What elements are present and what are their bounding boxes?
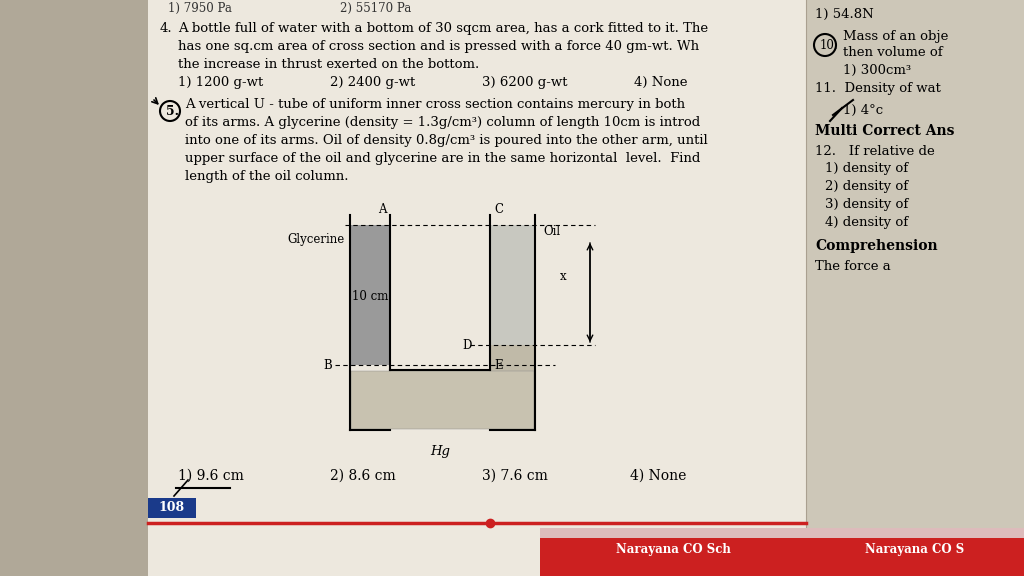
Bar: [351, 225, 389, 365]
Bar: [148, 0, 806, 576]
Text: A bottle full of water with a bottom of 30 sqcm area, has a cork fitted to it. T: A bottle full of water with a bottom of …: [178, 22, 709, 35]
Text: has one sq.cm area of cross section and is pressed with a force 40 gm-wt. Wh: has one sq.cm area of cross section and …: [178, 40, 699, 53]
Text: 10 cm: 10 cm: [352, 290, 388, 303]
Text: Comprehension: Comprehension: [815, 239, 938, 253]
Text: 1) 300cm³: 1) 300cm³: [843, 64, 911, 77]
Text: 4) density of: 4) density of: [825, 216, 908, 229]
Bar: [351, 371, 534, 429]
Text: 11.  Density of wat: 11. Density of wat: [815, 82, 941, 95]
Text: 4.: 4.: [160, 22, 173, 35]
Text: 5.: 5.: [166, 105, 179, 118]
Text: 3) 7.6 cm: 3) 7.6 cm: [482, 469, 548, 483]
Bar: [490, 345, 534, 371]
Text: 1) 4°c: 1) 4°c: [843, 104, 883, 117]
Text: Multi Correct Ans: Multi Correct Ans: [815, 124, 954, 138]
Bar: [0, 0, 148, 576]
Text: upper surface of the oil and glycerine are in the same horizontal  level.  Find: upper surface of the oil and glycerine a…: [185, 152, 700, 165]
Text: 1) 9.6 cm: 1) 9.6 cm: [178, 469, 244, 483]
Text: 2) density of: 2) density of: [825, 180, 908, 193]
Text: into one of its arms. Oil of density 0.8g/cm³ is poured into the other arm, unti: into one of its arms. Oil of density 0.8…: [185, 134, 708, 147]
Bar: [806, 0, 1024, 576]
Text: 2) 2400 g-wt: 2) 2400 g-wt: [330, 76, 416, 89]
Text: 3) density of: 3) density of: [825, 198, 908, 211]
Text: D: D: [463, 339, 472, 352]
Text: B: B: [324, 359, 332, 372]
Text: the increase in thrust exerted on the bottom.: the increase in thrust exerted on the bo…: [178, 58, 479, 71]
Text: The force a: The force a: [815, 260, 891, 273]
Text: 12.   If relative de: 12. If relative de: [815, 145, 935, 158]
Bar: [806, 528, 1024, 538]
Text: Narayana CO Sch: Narayana CO Sch: [615, 543, 730, 556]
Text: x: x: [560, 270, 566, 283]
Text: A: A: [378, 203, 386, 216]
Text: 1) 1200 g-wt: 1) 1200 g-wt: [178, 76, 263, 89]
Text: 4) None: 4) None: [634, 76, 687, 89]
Text: length of the oil column.: length of the oil column.: [185, 170, 348, 183]
Text: 2) 8.6 cm: 2) 8.6 cm: [330, 469, 395, 483]
Text: A vertical U - tube of uniform inner cross section contains mercury in both: A vertical U - tube of uniform inner cro…: [185, 98, 685, 111]
Bar: [148, 498, 196, 518]
Text: 2) 55170 Pa: 2) 55170 Pa: [340, 2, 412, 15]
Text: 108: 108: [159, 501, 185, 514]
Text: 1) 54.8N: 1) 54.8N: [815, 8, 873, 21]
Text: of its arms. A glycerine (density = 1.3g/cm³) column of length 10cm is introd: of its arms. A glycerine (density = 1.3g…: [185, 116, 700, 129]
Text: Glycerine: Glycerine: [288, 233, 345, 246]
Bar: [540, 528, 806, 576]
Text: 3) 6200 g-wt: 3) 6200 g-wt: [482, 76, 567, 89]
Text: 1) density of: 1) density of: [825, 162, 908, 175]
Bar: [806, 528, 1024, 576]
Text: 4) None: 4) None: [630, 469, 686, 483]
Text: Hg: Hg: [430, 445, 450, 458]
Text: Oil: Oil: [543, 225, 560, 238]
Text: Mass of an obje: Mass of an obje: [843, 30, 948, 43]
Text: E: E: [494, 359, 503, 372]
Bar: [490, 225, 534, 345]
Text: C: C: [494, 203, 503, 216]
Bar: [540, 528, 806, 538]
Bar: [351, 371, 534, 429]
Text: Narayana CO S: Narayana CO S: [865, 543, 965, 556]
Text: then volume of: then volume of: [843, 46, 943, 59]
Text: 10.: 10.: [820, 39, 839, 52]
Text: 1) 7950 Pa: 1) 7950 Pa: [168, 2, 231, 15]
